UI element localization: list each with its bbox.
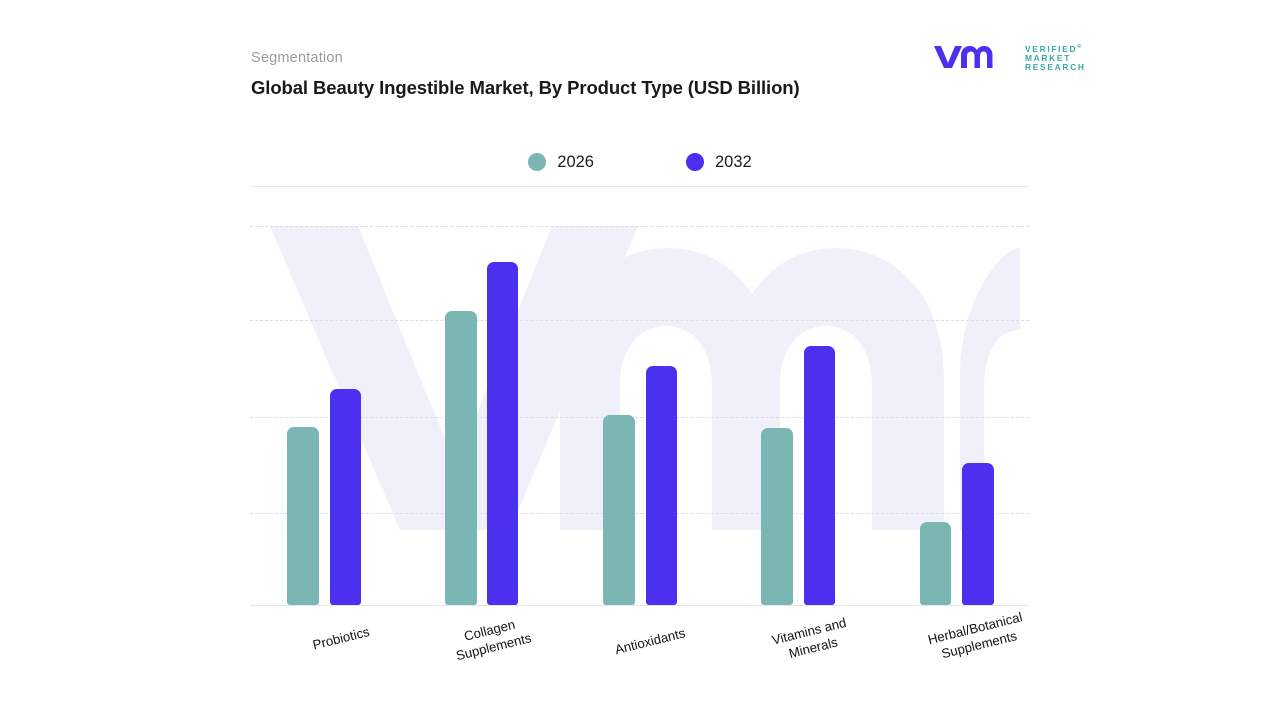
- bar-2032-antioxidants[interactable]: [646, 366, 677, 605]
- axis-baseline: [250, 605, 1029, 606]
- vmr-logo: VERIFIED® MARKET RESEARCH: [933, 41, 1084, 73]
- gridline-1: [250, 513, 1029, 514]
- x-axis-labels: Probiotics Collagen Supplements Antioxid…: [250, 609, 1029, 707]
- logo-line-2: MARKET: [1025, 53, 1072, 64]
- vmr-logomark-icon: [934, 46, 993, 68]
- gridline-2: [250, 417, 1029, 418]
- bar-2032-collagen-supplements[interactable]: [487, 262, 518, 605]
- page-title: Global Beauty Ingestible Market, By Prod…: [251, 77, 800, 98]
- bar-2032-probiotics[interactable]: [330, 389, 361, 605]
- registered-mark: ®: [1077, 44, 1082, 50]
- logo-line-3: RESEARCH: [1025, 62, 1086, 73]
- bar-2026-probiotics[interactable]: [287, 427, 319, 605]
- plot-area: [250, 200, 1029, 620]
- bar-2026-vitamins-and-minerals[interactable]: [761, 428, 793, 605]
- legend-label-2032: 2032: [715, 152, 752, 171]
- bar-2032-herbal-botanical-supplements[interactable]: [962, 463, 994, 605]
- segmentation-label: Segmentation: [251, 50, 343, 66]
- bar-2026-collagen-supplements[interactable]: [445, 311, 477, 605]
- gridline-4: [250, 226, 1029, 227]
- chart-legend: 2026 2032: [251, 148, 1029, 176]
- bar-2026-antioxidants[interactable]: [603, 415, 635, 605]
- x-label-probiotics: Probiotics: [311, 623, 371, 653]
- gridline-3: [250, 320, 1029, 321]
- legend-swatch-2032: [686, 153, 704, 171]
- x-label-herbal-botanical-supplements: Herbal/Botanical Supplements: [926, 609, 1024, 662]
- legend-item-2026[interactable]: 2026: [528, 153, 594, 172]
- bar-2032-vitamins-and-minerals[interactable]: [804, 346, 835, 605]
- legend-label-2026: 2026: [557, 152, 594, 171]
- bar-2026-herbal-botanical-supplements[interactable]: [920, 522, 951, 605]
- logo-wordmark: VERIFIED® MARKET RESEARCH: [1025, 43, 1086, 73]
- legend-item-2032[interactable]: 2032: [686, 153, 752, 172]
- legend-swatch-2026: [528, 153, 547, 171]
- vmr-watermark-icon: [270, 226, 1020, 530]
- x-label-vitamins-and-minerals: Vitamins and Minerals: [770, 614, 848, 662]
- x-label-collagen-supplements: Collagen Supplements: [454, 616, 533, 664]
- logo-line-1: VERIFIED: [1025, 43, 1078, 54]
- header-divider: [250, 186, 1029, 187]
- x-label-antioxidants: Antioxidants: [613, 625, 687, 658]
